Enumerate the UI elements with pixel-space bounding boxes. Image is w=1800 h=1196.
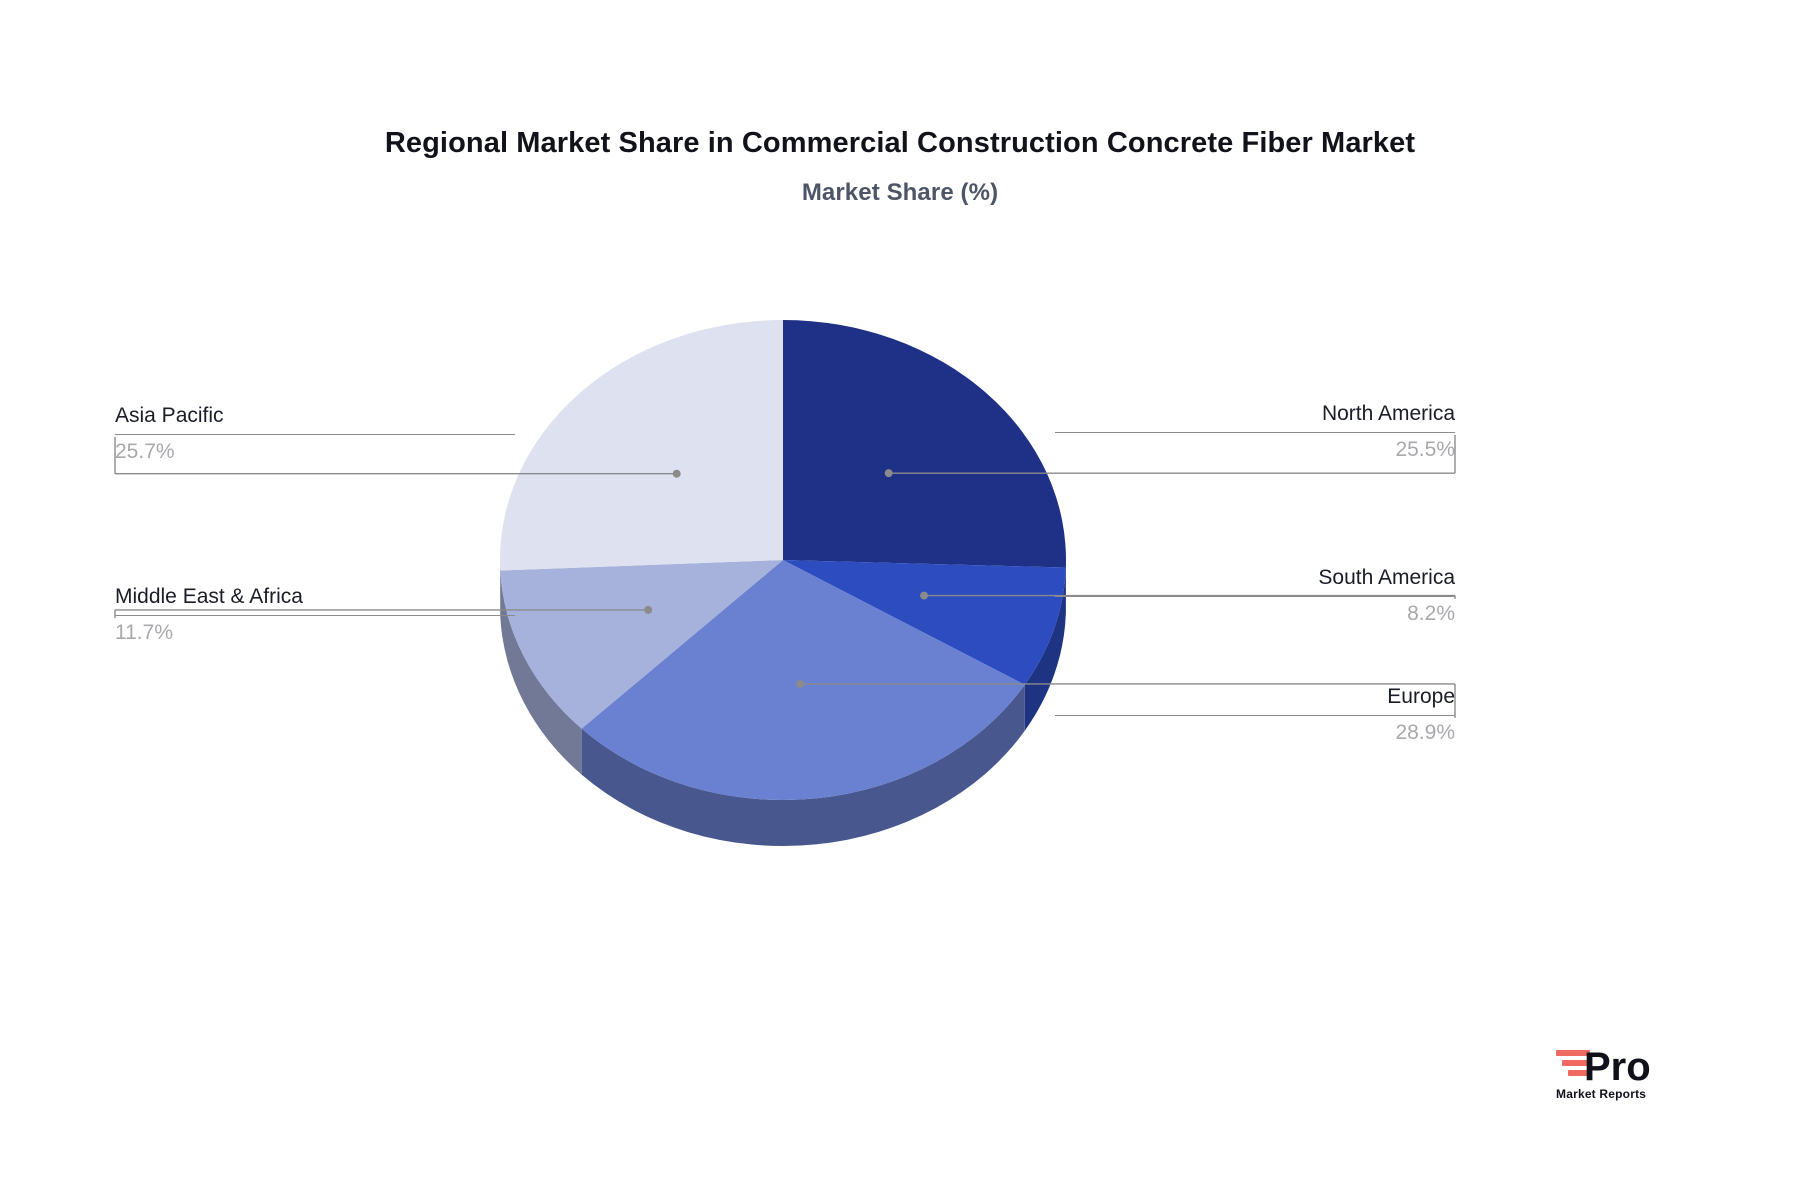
pie-slice-middle-east-africa[interactable] bbox=[500, 560, 783, 729]
pro-market-reports-logo: Pro Market Reports bbox=[1556, 1045, 1651, 1101]
leader-line bbox=[800, 683, 1456, 718]
leader-line bbox=[114, 437, 677, 475]
pie-slice-asia-pacific[interactable] bbox=[500, 320, 783, 571]
leader-line bbox=[924, 594, 1456, 599]
pie-slice-side-middle-east-africa bbox=[500, 570, 582, 775]
logo-bars-icon bbox=[1556, 1050, 1590, 1076]
pie-slice-side-south-america bbox=[1024, 567, 1066, 731]
pie-3d-depth bbox=[500, 560, 1066, 846]
leader-lines bbox=[114, 435, 1456, 718]
pie-slice-north-america[interactable] bbox=[783, 320, 1066, 568]
logo-tagline: Market Reports bbox=[1556, 1087, 1646, 1101]
pie-slice-south-america[interactable] bbox=[783, 560, 1066, 685]
leader-anchor-dot bbox=[672, 469, 681, 478]
leader-anchor-dot bbox=[884, 469, 893, 478]
pie-slice-side-europe bbox=[581, 684, 1025, 846]
leader-line bbox=[114, 609, 649, 618]
pie-slice-europe[interactable] bbox=[581, 560, 1025, 800]
leader-anchor-dot bbox=[920, 591, 929, 600]
pie-slices bbox=[500, 320, 1066, 800]
logo-wordmark: Pro bbox=[1584, 1045, 1651, 1089]
leader-anchor-dot bbox=[796, 679, 805, 688]
leader-line bbox=[888, 435, 1456, 474]
leader-anchor-dot bbox=[644, 605, 653, 614]
